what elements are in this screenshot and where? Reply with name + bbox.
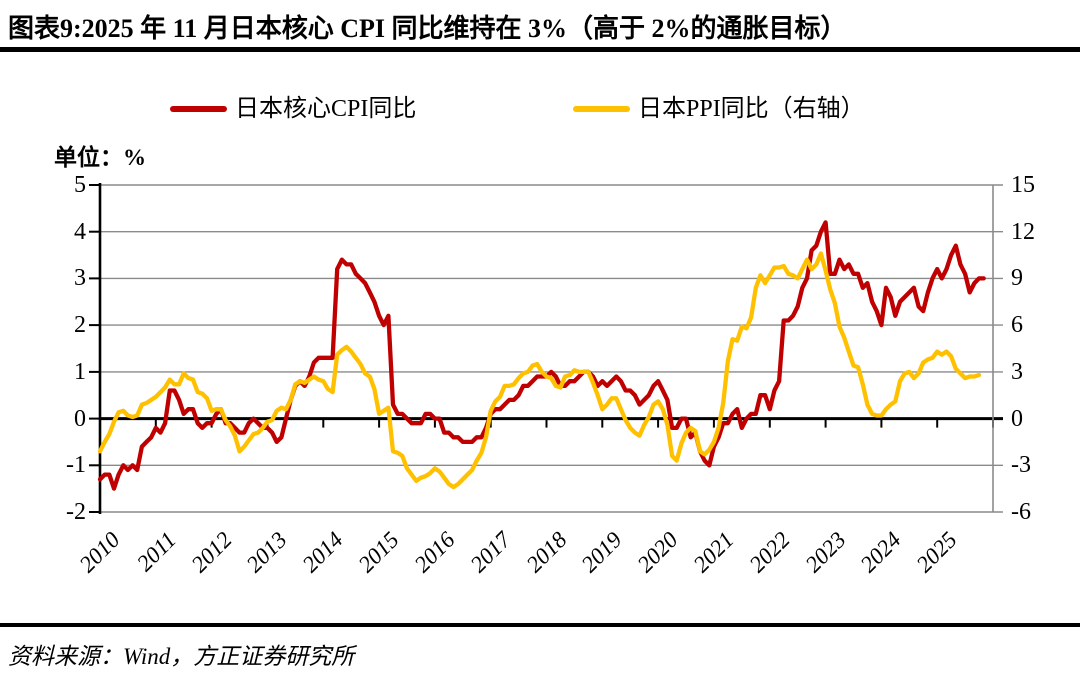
ppi-line-swatch [573, 106, 630, 112]
right-tick-label: -3 [1011, 452, 1031, 479]
cpi-line-swatch [170, 106, 227, 112]
unit-label: 单位：% [54, 145, 146, 170]
left-tick-label: 3 [74, 265, 86, 292]
source-divider [0, 623, 1080, 627]
right-tick-label: 6 [1011, 312, 1023, 339]
left-tick-label: 4 [74, 218, 86, 245]
right-tick-label: 0 [1011, 405, 1023, 432]
right-tick-label: 3 [1011, 358, 1023, 385]
left-tick-label: -1 [66, 452, 86, 479]
legend-item-cpi: 日本核心CPI同比 [170, 92, 416, 126]
legend-item-ppi: 日本PPI同比（右轴） [573, 92, 865, 126]
left-tick-label: -2 [66, 499, 86, 525]
right-tick-label: 9 [1011, 265, 1023, 292]
left-tick-label: 5 [74, 172, 86, 198]
legend-label-ppi: 日本PPI同比（右轴） [638, 96, 865, 122]
chart-legend: 日本核心CPI同比 日本PPI同比（右轴） [0, 92, 1080, 126]
right-tick-label: 15 [1011, 172, 1035, 198]
left-tick-label: 1 [74, 358, 86, 385]
right-tick-label: -6 [1011, 499, 1031, 525]
legend-label-cpi: 日本核心CPI同比 [235, 96, 417, 122]
figure-title: 图表9:2025 年 11 月日本核心 CPI 同比维持在 3%（高于 2%的通… [8, 14, 847, 43]
right-tick-label: 12 [1011, 218, 1035, 245]
left-tick-label: 0 [74, 405, 86, 432]
title-divider [0, 47, 1080, 52]
source-text: 资料来源：Wind，方正证券研究所 [8, 644, 355, 669]
left-tick-label: 2 [74, 312, 86, 339]
